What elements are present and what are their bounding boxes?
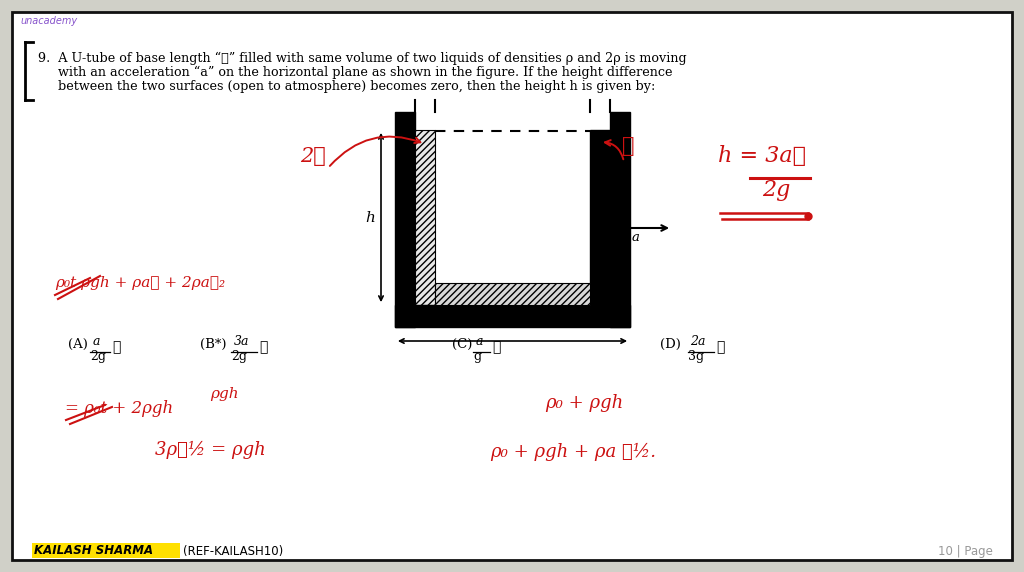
Text: ℓ: ℓ [622, 137, 635, 156]
Text: h = 3aℓ: h = 3aℓ [718, 145, 806, 167]
Bar [610, 112, 630, 327]
Bar [415, 130, 435, 305]
Text: ℓ: ℓ [492, 340, 501, 354]
Text: 9.  A U-tube of base length “ℓ” filled with same volume of two liquids of densit: 9. A U-tube of base length “ℓ” filled wi… [38, 52, 687, 65]
Text: 2g: 2g [90, 350, 106, 363]
Text: (C): (C) [452, 338, 472, 351]
Text: 3ρℓ½ = ρgh: 3ρℓ½ = ρgh [155, 441, 266, 459]
Text: g: g [473, 350, 481, 363]
Text: (REF-KAILASH10): (REF-KAILASH10) [183, 545, 284, 558]
Text: ℓ: ℓ [112, 340, 121, 354]
Bar [395, 305, 630, 327]
Text: ℓ: ℓ [716, 340, 724, 354]
Bar [32, 543, 180, 558]
Text: 3a: 3a [234, 335, 250, 348]
Text: = ρ₀t + 2ρgh: = ρ₀t + 2ρgh [65, 400, 173, 417]
Text: a: a [93, 335, 100, 348]
Text: a: a [476, 335, 483, 348]
Text: ρ₀ + ρgh + ρa ℓ½.: ρ₀ + ρgh + ρa ℓ½. [490, 443, 656, 461]
Text: 2g: 2g [231, 350, 247, 363]
Text: ρ₀ + ρgh: ρ₀ + ρgh [545, 394, 624, 412]
Text: ρ₀t ρgh + ρaℓ + 2ρaℓ₂: ρ₀t ρgh + ρaℓ + 2ρaℓ₂ [55, 276, 225, 290]
Text: ρgh: ρgh [210, 387, 239, 401]
Text: 2a: 2a [690, 335, 706, 348]
Bar [590, 130, 610, 305]
Text: KAILASH SHARMA: KAILASH SHARMA [34, 545, 154, 558]
Text: unacademy: unacademy [20, 16, 77, 26]
Text: 2g: 2g [762, 179, 791, 201]
Bar [395, 112, 415, 327]
Text: a: a [632, 231, 640, 244]
Text: (B*): (B*) [200, 338, 226, 351]
Text: between the two surfaces (open to atmosphere) becomes zero, then the height h is: between the two surfaces (open to atmosp… [58, 80, 655, 93]
Text: ℓ: ℓ [259, 340, 267, 354]
Bar [435, 130, 590, 283]
Bar [435, 283, 590, 305]
Text: 2ℓ: 2ℓ [300, 147, 326, 166]
Text: with an acceleration “a” on the horizontal plane as shown in the figure. If the : with an acceleration “a” on the horizont… [58, 66, 673, 80]
Text: h: h [366, 210, 375, 224]
Text: 10 | Page: 10 | Page [938, 545, 993, 558]
Text: (D): (D) [660, 338, 681, 351]
Text: (A): (A) [68, 338, 88, 351]
Text: 3g: 3g [688, 350, 705, 363]
